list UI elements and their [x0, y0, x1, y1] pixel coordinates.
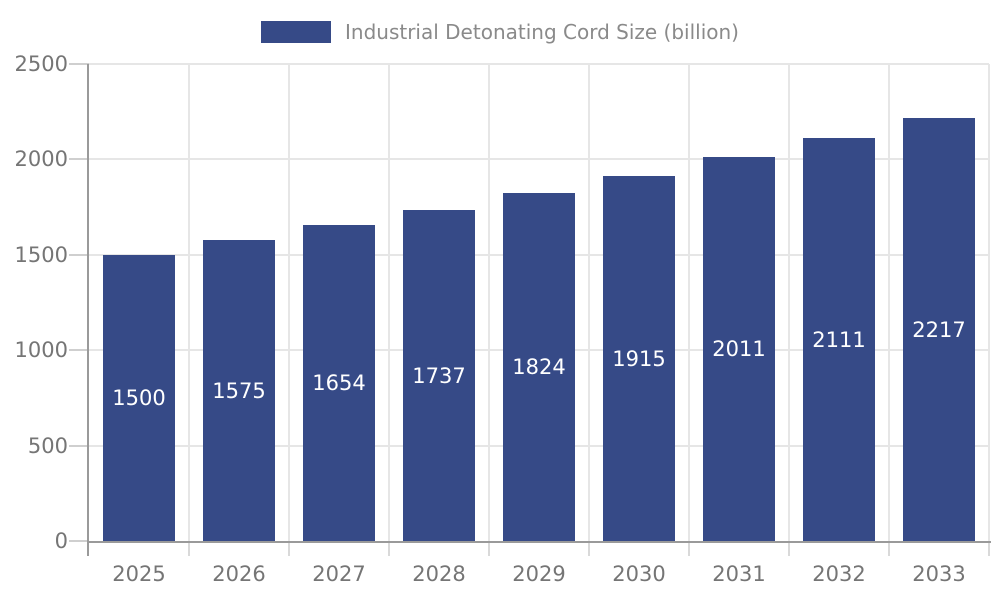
- x-axis-tick-label: 2029: [512, 562, 566, 586]
- bar-value-label: 2011: [712, 337, 766, 361]
- y-axis-tick-label: 2500: [14, 52, 68, 76]
- y-axis-tick-label: 0: [54, 529, 68, 553]
- gridline-vertical: [688, 64, 690, 541]
- bar-value-label: 2217: [912, 317, 966, 342]
- bar-value-label: 1737: [412, 363, 466, 388]
- x-axis-tick-label: 2031: [712, 562, 766, 586]
- legend[interactable]: Industrial Detonating Cord Size (billion…: [0, 18, 1000, 46]
- bar-value-label: 1654: [312, 371, 366, 395]
- y-axis-tick: [69, 349, 89, 352]
- y-axis-tick-label: 1000: [14, 338, 68, 363]
- bar: [703, 157, 775, 541]
- bar-value-label: 2111: [812, 327, 866, 352]
- y-axis-tick: [69, 158, 89, 161]
- gridline-vertical: [588, 64, 590, 541]
- y-axis-tick: [69, 444, 89, 447]
- gridline-horizontal: [89, 158, 989, 161]
- x-axis-tick-label: 2025: [112, 562, 166, 586]
- y-axis-line: [87, 64, 89, 556]
- gridline-vertical: [188, 64, 190, 541]
- x-axis-tick: [588, 541, 590, 556]
- y-axis-tick-label: 1500: [14, 242, 68, 267]
- x-axis-tick: [488, 541, 490, 556]
- gridline-vertical: [988, 64, 990, 541]
- gridline-vertical: [488, 64, 490, 541]
- y-axis-tick: [69, 63, 89, 65]
- x-axis-tick-label: 2026: [212, 562, 266, 586]
- bar-value-label: 1824: [512, 355, 566, 379]
- bar: [303, 225, 375, 541]
- x-axis-tick: [888, 541, 890, 556]
- bar: [203, 240, 275, 541]
- x-axis-tick-label: 2030: [612, 562, 666, 586]
- x-axis-tick-label: 2032: [812, 562, 866, 586]
- gridline-vertical: [888, 64, 890, 541]
- y-axis-tick-label: 500: [27, 433, 68, 458]
- legend-label[interactable]: Industrial Detonating Cord Size (billion…: [345, 20, 739, 44]
- y-axis-tick: [69, 540, 89, 542]
- bar: [803, 138, 875, 541]
- x-axis-tick: [688, 541, 690, 556]
- x-axis-tick: [788, 541, 790, 556]
- x-axis-tick-label: 2027: [312, 562, 366, 586]
- bar-value-label: 1575: [212, 378, 266, 403]
- x-axis-tick: [988, 541, 990, 556]
- x-axis-tick-label: 2028: [412, 562, 466, 586]
- bar: [103, 255, 175, 541]
- bar: [903, 118, 975, 541]
- bar: [503, 193, 575, 541]
- x-axis-tick: [388, 541, 390, 556]
- bar: [603, 176, 675, 541]
- x-axis-tick: [188, 541, 190, 556]
- gridline-vertical: [788, 64, 790, 541]
- y-axis-tick: [69, 253, 89, 256]
- x-axis-line: [87, 541, 991, 543]
- bar-value-label: 1915: [612, 346, 666, 371]
- x-axis-tick-label: 2033: [912, 562, 966, 586]
- legend-swatch[interactable]: [261, 21, 331, 43]
- x-axis-tick: [288, 541, 290, 556]
- gridline-vertical: [388, 64, 390, 541]
- y-axis-tick-label: 2000: [14, 147, 68, 172]
- bar: [403, 210, 475, 541]
- gridline-vertical: [288, 64, 290, 541]
- bar-value-label: 1500: [112, 386, 166, 410]
- gridline-horizontal: [89, 63, 989, 65]
